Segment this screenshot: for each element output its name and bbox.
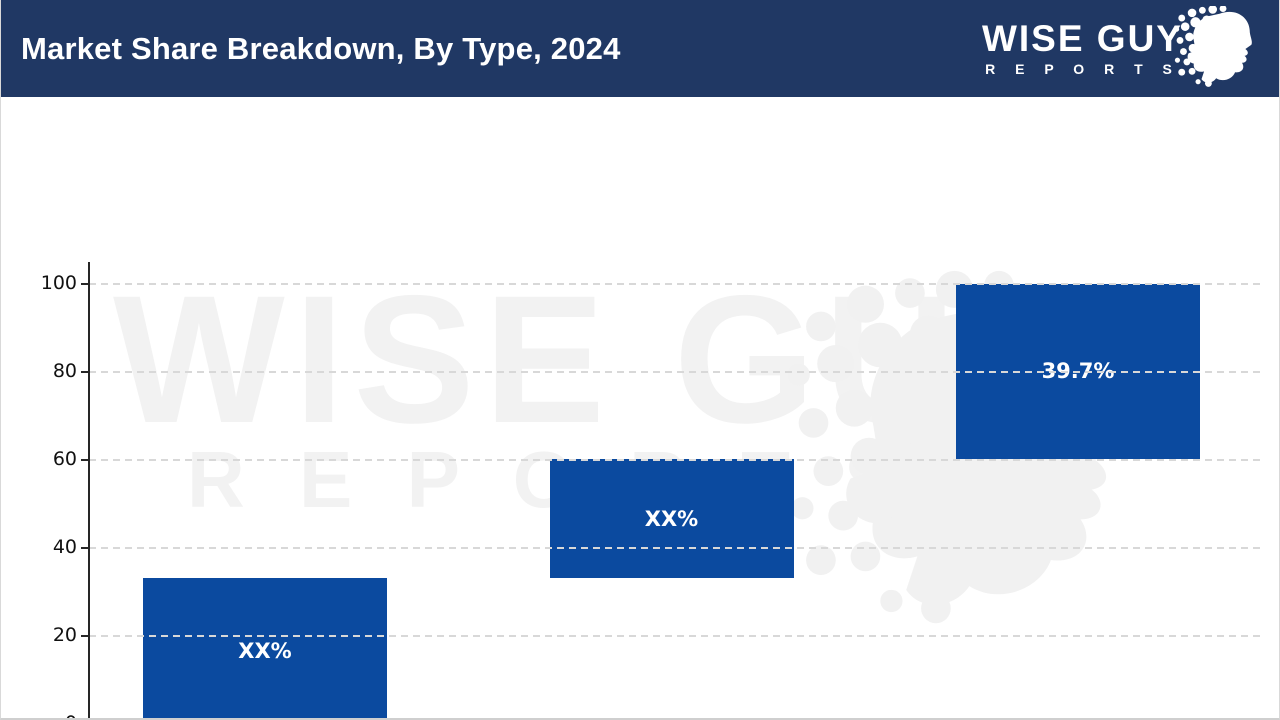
y-tick-mark-40: [81, 547, 89, 549]
wiseguy-logo-text: WISE GUY R E P O R T S: [982, 20, 1183, 77]
header-band: Market Share Breakdown, By Type, 2024 WI…: [1, 0, 1279, 97]
y-tick-label-0: 0: [1, 712, 77, 718]
y-tick-label-40: 40: [52, 536, 77, 558]
y-tick-mark-60: [81, 459, 89, 461]
wiseguy-logo-face-icon: [1174, 5, 1252, 87]
gridline-20: [89, 635, 1263, 637]
y-axis-line: [88, 262, 90, 718]
bar-built-in-heated-seat-cushions: XX%: [549, 458, 794, 579]
y-tick-label-80: 80: [52, 360, 77, 382]
gridline-60: [89, 459, 1263, 461]
y-tick-mark-20: [81, 635, 89, 637]
logo-subtitle: R E P O R T S: [985, 61, 1180, 77]
page-title: Market Share Breakdown, By Type, 2024: [21, 30, 621, 66]
gridline-80: [89, 371, 1263, 373]
y-tick-label-60: 60: [52, 448, 77, 470]
bar-value-label-portable-heated-seat-cushions: XX%: [238, 639, 292, 664]
y-tick-label-100: 100: [40, 272, 77, 294]
logo-wordmark: WISE GUY: [981, 18, 1183, 59]
chart-plot-area: XX%XX%39.7% 020406080100Portable Heated …: [1, 97, 1279, 718]
y-tick-mark-100: [81, 283, 89, 285]
bar-value-label-built-in-heated-seat-cushions: XX%: [644, 506, 699, 531]
gridline-100: [89, 283, 1263, 285]
y-tick-mark-80: [81, 371, 89, 373]
bar-portable-heated-seat-cushions: XX%: [143, 578, 387, 718]
wiseguy-logo: WISE GUY R E P O R T S: [982, 5, 1265, 92]
gridline-40: [89, 547, 1263, 549]
y-tick-label-20: 20: [52, 624, 77, 646]
